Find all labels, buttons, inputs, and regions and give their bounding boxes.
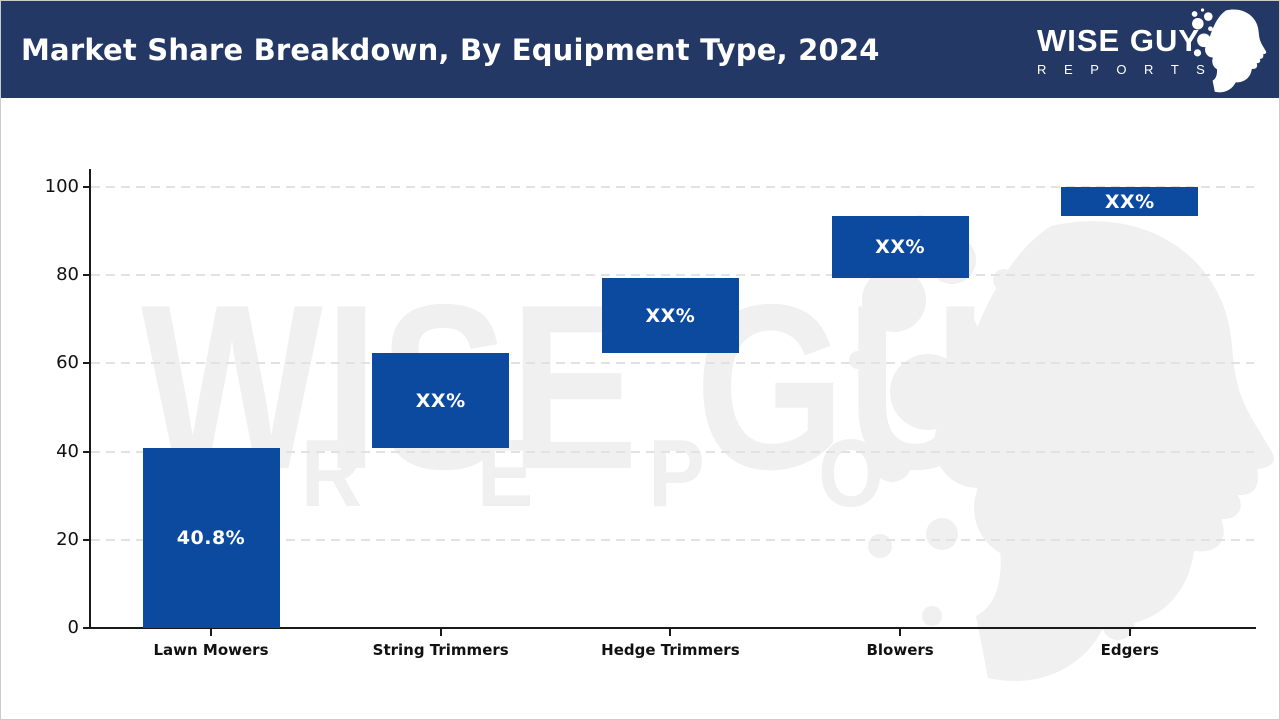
category-label-1: String Trimmers: [372, 641, 509, 659]
gridline-y-40: [91, 450, 1254, 453]
x-tick-2: [669, 629, 672, 636]
x-axis-line: [89, 627, 1256, 629]
gridline-y-20: [91, 538, 1254, 541]
y-tick-80: [83, 274, 91, 277]
brand-face-icon: [1191, 8, 1267, 93]
category-label-0: Lawn Mowers: [153, 641, 269, 659]
y-tick-label-80: 80: [56, 264, 79, 286]
bar-edgers: XX%: [1061, 187, 1199, 217]
brand-logo: WISE GUY R E P O R T S: [1007, 1, 1267, 98]
category-label-3: Blowers: [866, 641, 934, 659]
y-tick-40: [83, 450, 91, 453]
x-tick-4: [1128, 629, 1131, 636]
gridline-y-80: [91, 274, 1254, 277]
brand-subname: R E P O R T S: [1037, 62, 1212, 77]
bar-value-label: XX%: [875, 235, 926, 258]
bar-blowers: XX%: [831, 216, 969, 278]
y-tick-label-0: 0: [67, 617, 79, 638]
bar-lawn-mowers: 40.8%: [142, 448, 280, 628]
x-tick-1: [439, 629, 442, 636]
category-label-4: Edgers: [1100, 641, 1159, 659]
gridline-y-60: [91, 362, 1254, 365]
y-tick-60: [83, 362, 91, 365]
bar-string-trimmers: XX%: [372, 353, 510, 449]
bar-value-label: 40.8%: [176, 527, 246, 550]
y-tick-label-20: 20: [56, 528, 79, 550]
brand-logo-text: WISE GUY R E P O R T S: [1037, 23, 1212, 77]
bar-value-label: XX%: [1104, 190, 1155, 213]
y-tick-0: [83, 627, 91, 629]
y-tick-label-60: 60: [56, 352, 79, 374]
header-banner: Market Share Breakdown, By Equipment Typ…: [1, 1, 1279, 98]
y-tick-label-40: 40: [56, 440, 79, 462]
bar-value-label: XX%: [415, 389, 466, 412]
y-tick-20: [83, 538, 91, 541]
x-tick-3: [899, 629, 902, 636]
brand-name: WISE GUY: [1037, 23, 1201, 58]
y-axis-line: [89, 169, 91, 629]
category-label-2: Hedge Trimmers: [601, 641, 740, 659]
bar-hedge-trimmers: XX%: [601, 277, 739, 354]
y-tick-label-100: 100: [44, 176, 79, 197]
x-tick-0: [210, 629, 212, 636]
y-tick-100: [83, 186, 91, 188]
bar-value-label: XX%: [645, 304, 696, 327]
gridline-y-100: [91, 186, 1254, 188]
chart-title: Market Share Breakdown, By Equipment Typ…: [21, 32, 880, 67]
